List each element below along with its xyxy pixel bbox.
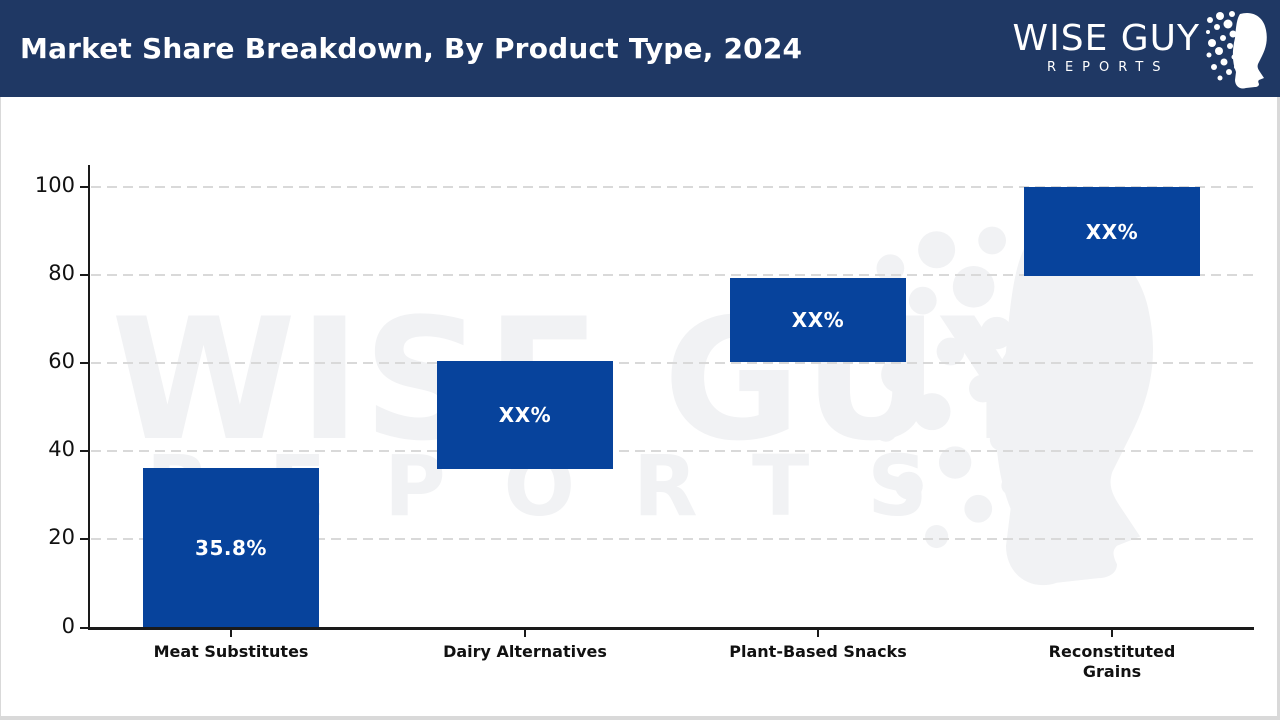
x-tick-2 — [524, 630, 526, 637]
brand-logo: WISE GUY REPORTS — [1008, 6, 1268, 92]
bar-dairy-alternatives: XX% — [437, 361, 613, 469]
gridline-20 — [91, 538, 1254, 540]
y-tick-label: 0 — [61, 614, 75, 638]
bar-value-label: XX% — [498, 403, 552, 427]
y-tick-label: 60 — [48, 349, 75, 373]
bar-reconstituted-grains: XX% — [1024, 187, 1200, 276]
y-tick-80 — [80, 274, 88, 276]
y-tick-0 — [80, 627, 88, 629]
bar-plant-based-snacks: XX% — [730, 278, 906, 362]
gridline-40 — [91, 450, 1254, 452]
bar-value-label: 35.8% — [195, 536, 267, 560]
y-axis-line — [88, 165, 90, 630]
bar-value-label: XX% — [1085, 219, 1139, 244]
gridline-80 — [91, 274, 1254, 276]
wiseguy-face-icon — [1206, 11, 1267, 89]
brand-subtitle: REPORTS — [1046, 60, 1170, 75]
y-tick-label: 40 — [48, 437, 75, 461]
x-axis-label-reconstituted-grains: Reconstituted Grains — [1048, 642, 1176, 681]
brand-name: WISE GUY — [1012, 18, 1200, 59]
chart-area: WISE GUY REPORTS 100 80 60 40 20 0 — [0, 97, 1280, 720]
y-tick-label: 100 — [34, 173, 75, 197]
y-tick-label: 20 — [48, 525, 75, 549]
x-axis-label-dairy-alternatives: Dairy Alternatives — [443, 642, 607, 661]
page-title: Market Share Breakdown, By Product Type,… — [20, 32, 803, 65]
x-tick-4 — [1111, 630, 1113, 637]
header-bar: Market Share Breakdown, By Product Type,… — [0, 0, 1280, 97]
gridline-100 — [91, 186, 1254, 188]
gridline-60 — [91, 362, 1254, 364]
x-axis-line — [88, 627, 1254, 630]
bar-meat-substitutes: 35.8% — [143, 468, 319, 628]
y-tick-100 — [80, 186, 88, 188]
brand-logo-text: WISE GUY REPORTS — [1012, 18, 1201, 76]
bar-value-label: XX% — [791, 308, 845, 332]
y-tick-20 — [80, 538, 88, 540]
y-tick-label: 80 — [48, 261, 75, 285]
x-tick-3 — [817, 630, 819, 637]
x-axis-label-plant-based-snacks: Plant-Based Snacks — [729, 642, 907, 661]
y-tick-40 — [80, 450, 88, 452]
y-tick-60 — [80, 362, 88, 364]
x-axis-label-meat-substitutes: Meat Substitutes — [153, 642, 309, 661]
x-tick-1 — [230, 630, 232, 637]
